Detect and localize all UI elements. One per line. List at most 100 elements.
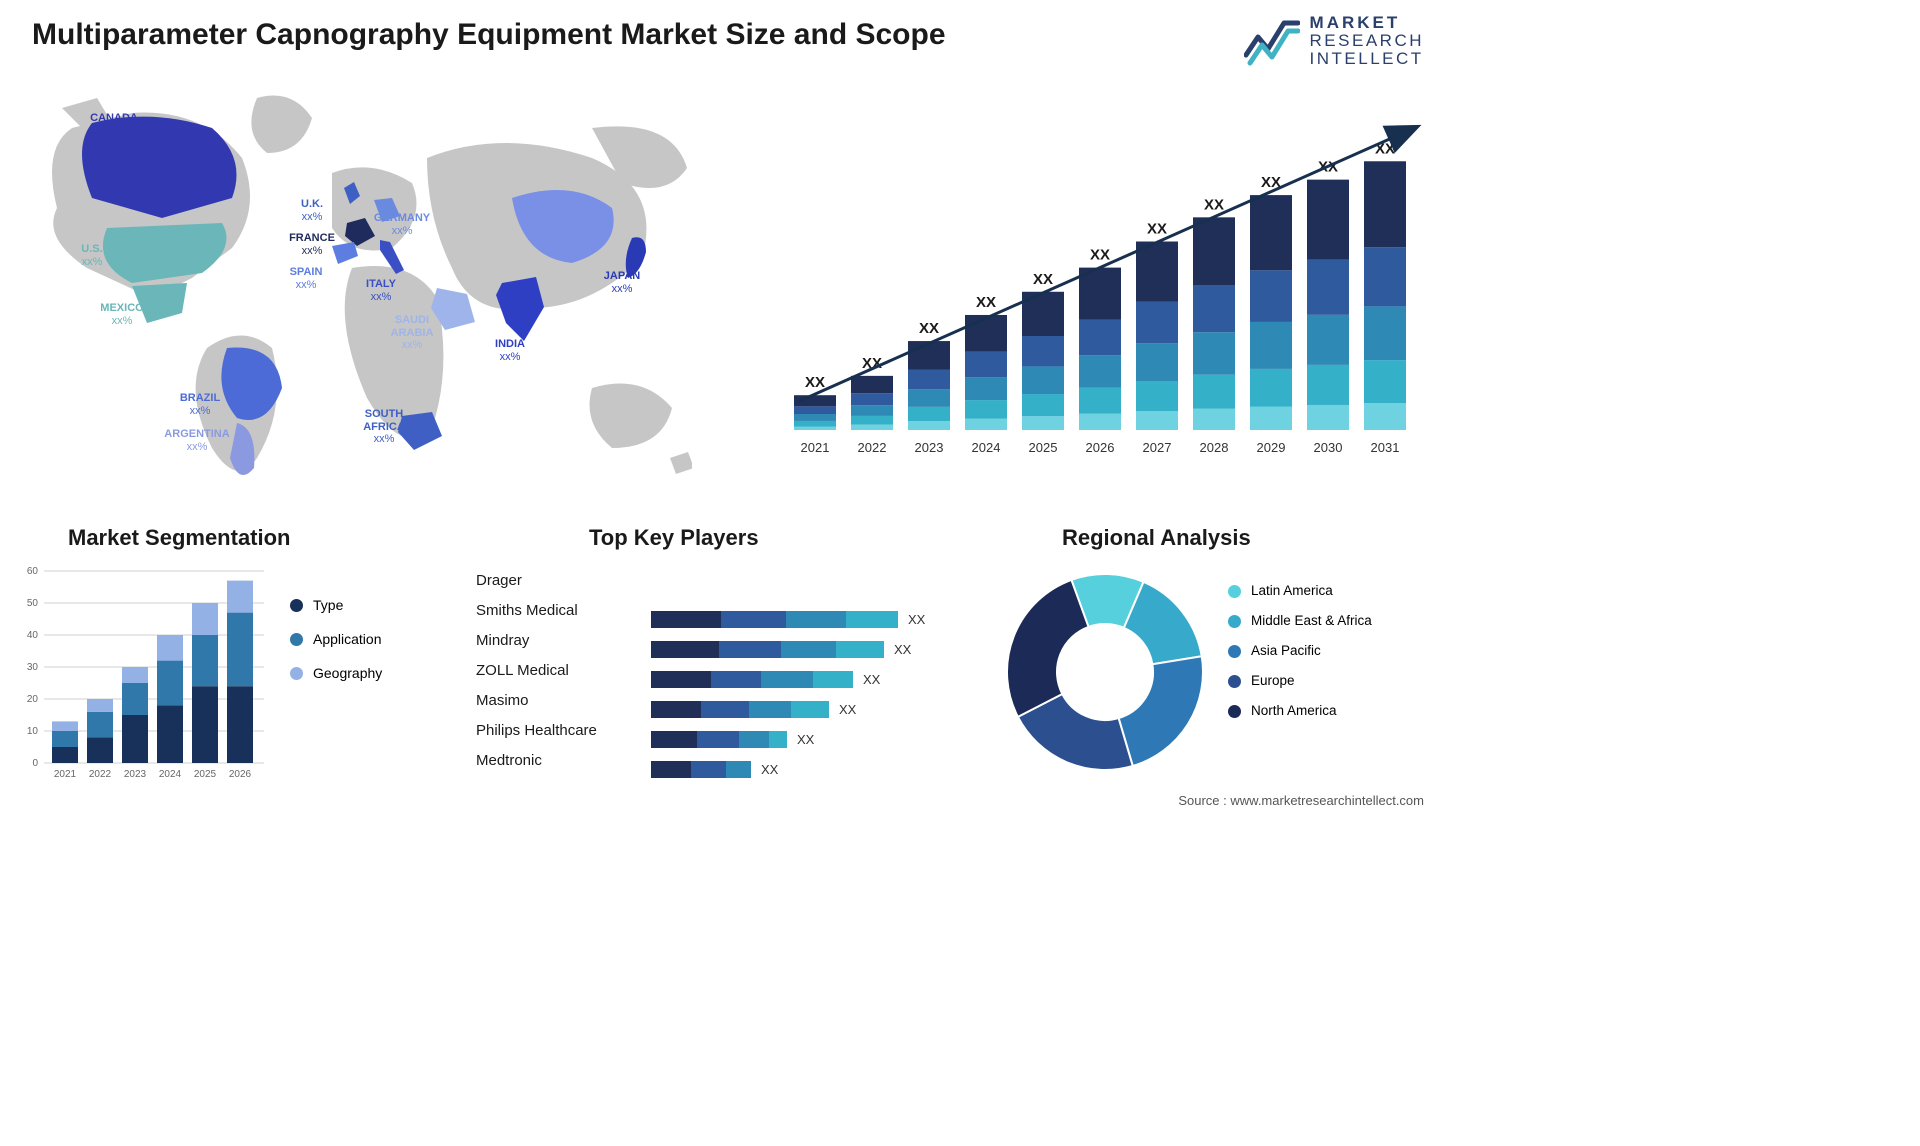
brand-logo: MARKET RESEARCH INTELLECT [1244,14,1424,68]
market-size-bar-chart: XX2021XX2022XX2023XX2024XX2025XX2026XX20… [784,100,1424,480]
svg-text:2025: 2025 [194,769,217,780]
key-player-value-label: XX [839,702,856,717]
key-player-bar-row: XX [651,664,951,694]
segmentation-legend: Type Application Geography [290,597,382,699]
key-player-name: Mindray [476,625,646,655]
map-country-label: INDIAxx% [495,338,525,363]
key-player-bar [651,761,751,778]
svg-text:2029: 2029 [1257,440,1286,455]
svg-text:2024: 2024 [159,769,182,780]
key-player-name: ZOLL Medical [476,655,646,685]
map-country-label: U.K.xx% [301,198,323,223]
regional-legend-item: Asia Pacific [1228,643,1372,658]
page-title: Multiparameter Capnography Equipment Mar… [32,18,946,52]
segmentation-chart: 0 10 20 30 40 50 60 2021 2022 2023 2024 2025 2026 [20,565,270,785]
key-player-bar [651,671,853,688]
map-country-label: FRANCExx% [289,232,335,257]
segmentation-title: Market Segmentation [68,525,291,551]
svg-text:2024: 2024 [972,440,1001,455]
logo-text-1: MARKET [1310,14,1424,32]
svg-text:XX: XX [919,320,939,337]
regional-legend-item: Latin America [1228,583,1372,598]
svg-text:XX: XX [1090,247,1110,264]
segmentation-legend-item: Application [290,631,382,647]
key-player-bar [651,701,829,718]
svg-text:2031: 2031 [1371,440,1400,455]
key-player-bar-row: XX [651,634,951,664]
svg-text:XX: XX [1033,271,1053,288]
svg-text:XX: XX [805,374,825,391]
key-player-bar-row: XX [651,754,951,784]
svg-text:30: 30 [27,662,39,673]
map-country-label: BRAZILxx% [180,392,220,417]
key-player-value-label: XX [894,642,911,657]
regional-analysis-panel: Regional Analysis Latin America Middle Ea… [1000,525,1430,785]
map-country-label: U.S.xx% [81,243,102,268]
regional-legend-item: Europe [1228,673,1372,688]
regional-legend: Latin America Middle East & Africa Asia Pa… [1228,583,1372,733]
key-player-bar [651,641,884,658]
logo-mark-icon [1244,15,1300,67]
key-players-names: DragerSmiths MedicalMindrayZOLL MedicalM… [476,565,646,775]
key-player-value-label: XX [863,672,880,687]
svg-text:2021: 2021 [54,769,77,780]
key-player-bar-row [651,574,951,604]
map-country-label: JAPANxx% [604,270,640,295]
world-map-svg [32,88,692,488]
svg-text:2023: 2023 [124,769,147,780]
key-player-bar-row: XX [651,694,951,724]
svg-text:2022: 2022 [858,440,887,455]
svg-text:40: 40 [27,630,39,641]
key-players-panel: Top Key Players DragerSmiths MedicalMind… [476,525,956,785]
segmentation-legend-item: Type [290,597,382,613]
key-player-value-label: XX [797,732,814,747]
svg-text:50: 50 [27,598,39,609]
key-player-name: Philips Healthcare [476,715,646,745]
svg-text:2025: 2025 [1029,440,1058,455]
key-players-title: Top Key Players [589,525,759,551]
svg-text:10: 10 [27,726,39,737]
regional-title: Regional Analysis [1062,525,1251,551]
svg-text:2021: 2021 [801,440,830,455]
svg-text:60: 60 [27,566,39,577]
logo-text-3: INTELLECT [1310,50,1424,68]
svg-text:2027: 2027 [1143,440,1172,455]
map-country-label: SOUTHAFRICAxx% [363,408,405,446]
svg-text:2028: 2028 [1200,440,1229,455]
world-map-panel: CANADAxx% U.S.xx% MEXICOxx% BRAZILxx% ARGENT… [32,88,692,488]
key-player-name: Masimo [476,685,646,715]
svg-text:2030: 2030 [1314,440,1343,455]
key-player-bar [651,611,898,628]
map-country-label: ITALYxx% [366,278,396,303]
source-attribution: Source : www.marketresearchintellect.com [1178,793,1424,808]
key-player-name: Drager [476,565,646,595]
map-country-label: GERMANYxx% [374,212,430,237]
key-player-bar-row: XX [651,604,951,634]
key-player-name: Medtronic [476,745,646,775]
key-player-value-label: XX [908,612,925,627]
svg-text:2026: 2026 [1086,440,1115,455]
regional-donut-chart [1000,567,1210,777]
key-player-bar [651,731,787,748]
svg-text:XX: XX [1147,221,1167,238]
regional-legend-item: Middle East & Africa [1228,613,1372,628]
svg-text:20: 20 [27,694,39,705]
svg-text:0: 0 [32,758,38,769]
segmentation-legend-item: Geography [290,665,382,681]
svg-text:2026: 2026 [229,769,252,780]
map-country-label: CHINAxx% [555,206,590,231]
logo-text-2: RESEARCH [1310,32,1424,50]
key-player-name: Smiths Medical [476,595,646,625]
map-country-label: SAUDIARABIAxx% [391,314,434,352]
key-player-value-label: XX [761,762,778,777]
map-country-label: SPAINxx% [290,266,323,291]
map-country-label: MEXICOxx% [100,302,143,327]
map-country-label: ARGENTINAxx% [164,428,229,453]
svg-text:XX: XX [1204,196,1224,213]
map-country-label: CANADAxx% [90,112,138,137]
market-segmentation-panel: Market Segmentation 0 10 20 30 40 50 60 2021 202… [20,525,450,785]
key-player-bar-row: XX [651,724,951,754]
svg-text:XX: XX [976,294,996,311]
svg-text:2022: 2022 [89,769,112,780]
key-players-bars: XX XX XX XX XX XX [651,574,951,784]
